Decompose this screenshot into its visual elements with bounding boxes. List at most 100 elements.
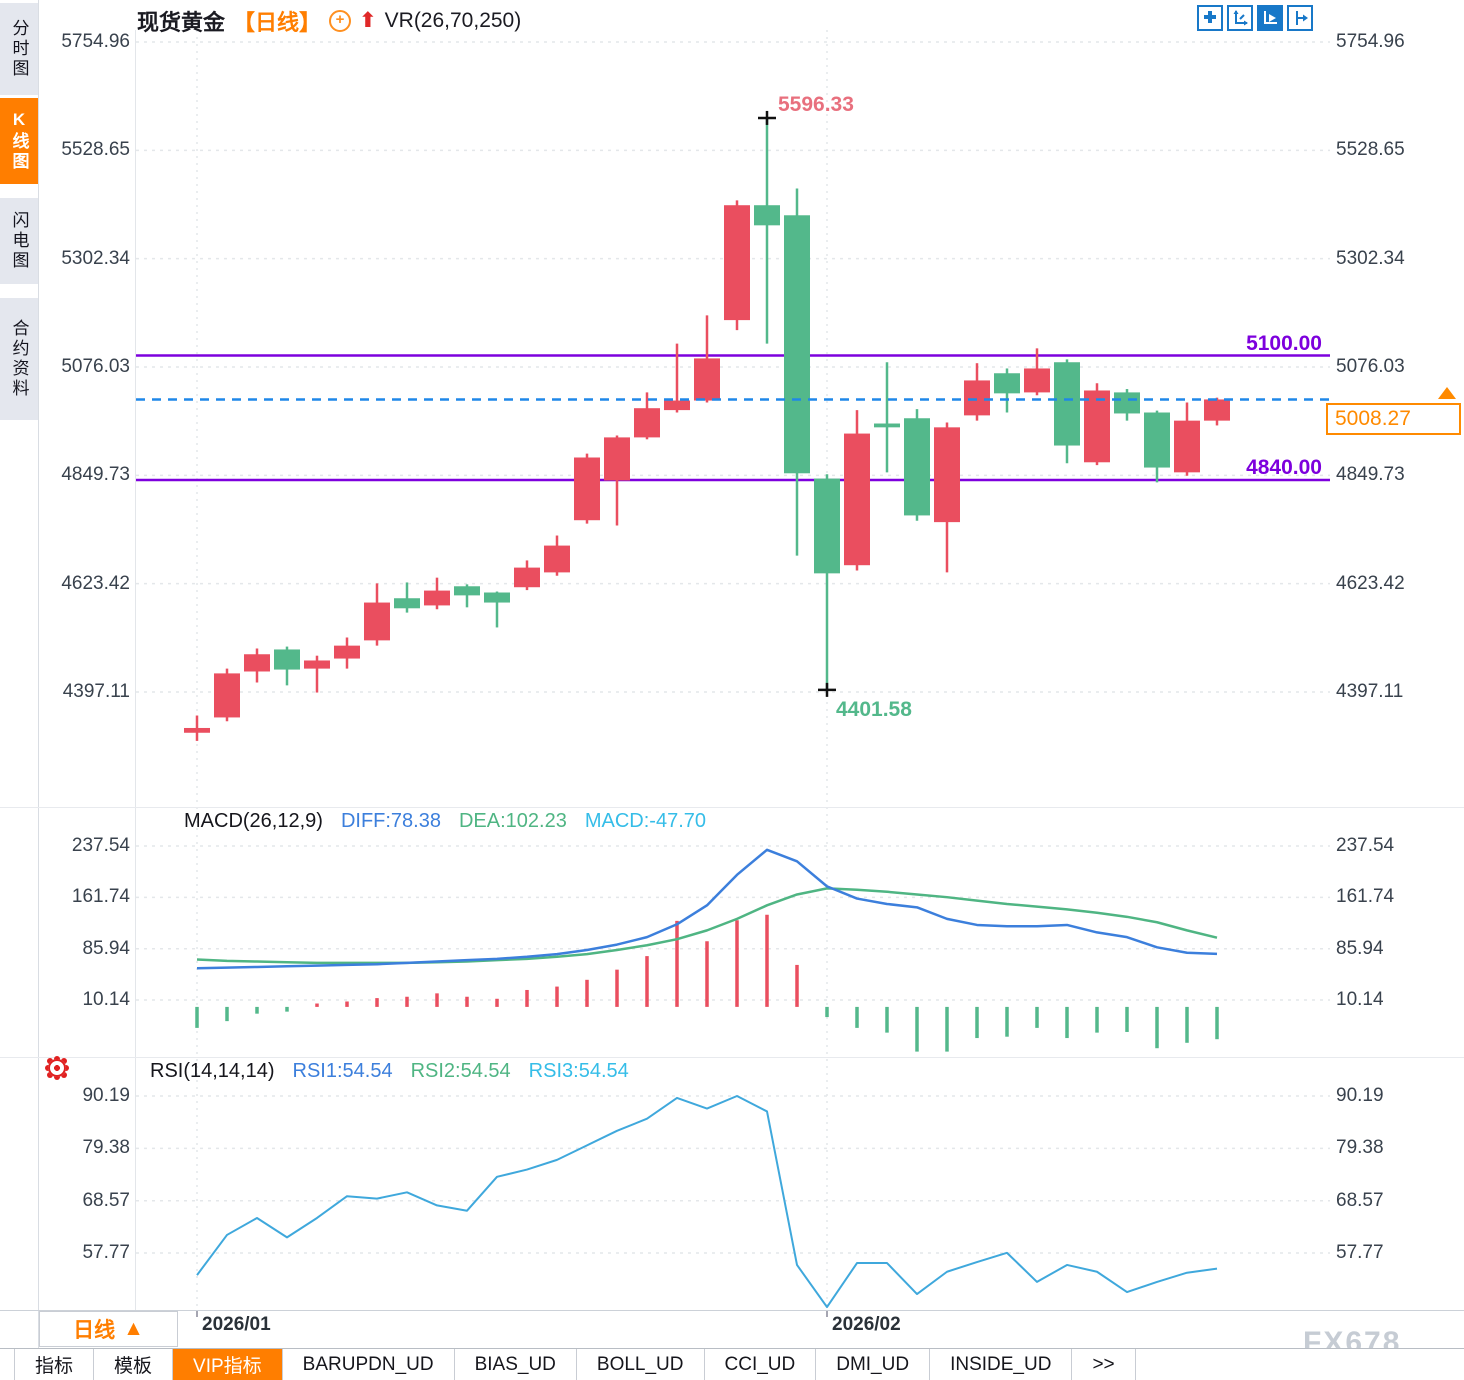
panel-separator (0, 1057, 1464, 1058)
candle-body (1204, 399, 1230, 421)
rsi3-value: RSI3:54.54 (528, 1060, 629, 1082)
macd-macd-value: MACD:-47.70 (584, 810, 706, 832)
chart-titlebar: 现货黄金 【日线】 + ⬆ VR(26,70,250) (137, 6, 521, 36)
x-axis-date-label: 2026/02 (832, 1314, 901, 1335)
main-axis-tick-left: 5754.96 (61, 31, 130, 52)
pane-shift-icon[interactable] (1287, 5, 1313, 31)
rsi2-value: RSI2:54.54 (410, 1060, 511, 1082)
left-sidebar: 分时图 K线图闪电图合约资料 (0, 0, 39, 1380)
candle-body (424, 590, 450, 606)
last-price-box: 5008.27 (1326, 403, 1461, 435)
main-axis-tick-left: 5528.65 (61, 139, 130, 161)
main-axis-tick-right: 4623.42 (1336, 572, 1405, 594)
candle-body (964, 380, 990, 416)
sidebar-tab-2[interactable]: K线图 (0, 98, 38, 184)
indicator-tab-2[interactable]: 模板 (94, 1349, 174, 1380)
indicator-tab-4[interactable]: BARUPDN_UD (283, 1349, 455, 1380)
macd-axis-tick-right: 237.54 (1336, 835, 1395, 857)
indicator-tab-6[interactable]: BOLL_UD (577, 1349, 705, 1380)
low-annotation: 4401.58 (836, 698, 912, 721)
candle-body (304, 660, 330, 669)
main-axis-tick-left: 4849.73 (61, 464, 130, 486)
indicator-tabbar: 指标 模板 VIP指标 BARUPDN_UD BIAS_UD BOLL_UD CCI_UD D… (0, 1348, 1464, 1380)
x-axis-line (0, 1310, 1464, 1311)
chart-toolbar (1197, 5, 1313, 31)
red-up-arrow-icon: ⬆ (359, 9, 377, 32)
indicator-tab-9[interactable]: INSIDE_UD (930, 1349, 1073, 1380)
axis-play-icon[interactable] (1257, 5, 1283, 31)
alert-sun-icon[interactable] (48, 1059, 66, 1077)
crosshair-move-icon[interactable] (1197, 5, 1223, 31)
indicator-tab-7[interactable]: CCI_UD (705, 1349, 817, 1380)
candle-body (1054, 362, 1080, 446)
main-axis-tick-right: 5528.65 (1336, 139, 1405, 161)
main-axis-tick-right: 4849.73 (1336, 464, 1405, 486)
candle-body (544, 545, 570, 573)
sidebar-tab-3[interactable]: 闪电图 (0, 198, 38, 284)
main-axis-tick-left: 5302.34 (61, 247, 130, 269)
high-annotation: 5596.33 (778, 93, 854, 116)
candle-body (184, 727, 210, 733)
candle-body (724, 205, 750, 321)
candle-body (574, 457, 600, 521)
circle-plus-icon[interactable]: + (329, 10, 352, 32)
candle-body (364, 602, 390, 641)
macd-diff-line (196, 848, 1218, 970)
rsi-axis-tick-right: 57.77 (1336, 1242, 1384, 1263)
candle-body (874, 423, 900, 428)
candle-body (454, 586, 480, 596)
period-label: 日线 (73, 1319, 116, 1342)
candle-body (214, 673, 240, 718)
rsi-axis-tick-left: 57.77 (82, 1242, 130, 1263)
candle-body (844, 433, 870, 566)
candle-body (1024, 368, 1050, 393)
main-axis-tick-left: 5076.03 (61, 356, 130, 377)
candle-body (244, 654, 270, 672)
indicator-tab-10[interactable]: >> (1072, 1349, 1136, 1380)
macd-panel-header: MACD(26,12,9) DIFF:78.38 DEA:102.23 MACD… (184, 810, 706, 833)
candle-body (784, 215, 810, 474)
macd-dea-line (196, 887, 1218, 965)
macd-axis-tick-right: 161.74 (1336, 886, 1395, 908)
sidebar-tab-1[interactable]: 分时图 (0, 3, 38, 95)
indicator-tab-8[interactable]: DMI_UD (816, 1349, 931, 1380)
period-arrow-icon: ▲ (123, 1317, 144, 1340)
candle-body (994, 373, 1020, 394)
candle-body (1144, 412, 1170, 468)
rsi-title: RSI(14,14,14) (150, 1060, 275, 1082)
x-axis-date-label: 2026/01 (202, 1314, 271, 1335)
candle-body (664, 400, 690, 411)
axis-range-icon[interactable] (1227, 5, 1253, 31)
candle-body (694, 358, 720, 401)
candle-body (814, 478, 840, 574)
main-axis-tick-right: 4397.11 (1336, 681, 1404, 703)
indicator-tab-3[interactable]: VIP指标 (173, 1349, 283, 1380)
macd-dea-value: DEA:102.23 (458, 810, 567, 832)
macd-title: MACD(26,12,9) (184, 810, 323, 832)
vr-indicator-label: VR(26,70,250) (384, 9, 522, 32)
candle-body (904, 418, 930, 516)
panel-separator (0, 807, 1464, 808)
candle-body (514, 567, 540, 588)
main-axis-tick-right: 5754.96 (1336, 31, 1405, 52)
rsi-panel-header: RSI(14,14,14) RSI1:54.54 RSI2:54.54 RSI3… (150, 1060, 629, 1083)
rsi-axis-tick-left: 68.57 (82, 1189, 130, 1211)
candle-body (1114, 392, 1140, 414)
axis-gutter-divider (135, 30, 136, 1310)
macd-diff-value: DIFF:78.38 (340, 810, 441, 832)
rsi-axis-tick-right: 90.19 (1336, 1084, 1384, 1106)
indicator-tab-1[interactable]: 指标 (14, 1349, 95, 1380)
candle-body (934, 427, 960, 523)
rsi-axis-tick-left: 79.38 (82, 1137, 130, 1159)
candle-body (604, 437, 630, 481)
candle-body (274, 649, 300, 670)
candle-body (1084, 390, 1110, 463)
macd-axis-tick-left: 85.94 (82, 937, 130, 959)
symbol-name: 现货黄金 (137, 10, 226, 35)
period-selector-button[interactable]: 日线 ▲ (39, 1311, 178, 1347)
indicator-tab-5[interactable]: BIAS_UD (455, 1349, 577, 1380)
sidebar-tab-4[interactable]: 合约资料 (0, 298, 38, 420)
candle-body (484, 592, 510, 603)
